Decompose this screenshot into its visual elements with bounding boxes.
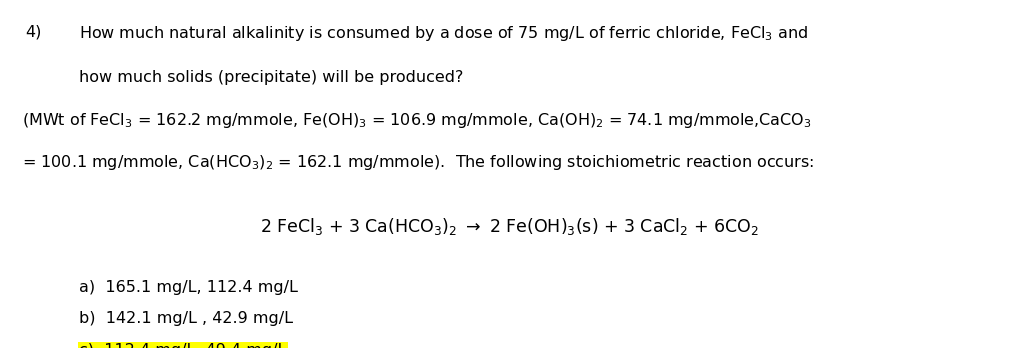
Text: How much natural alkalinity is consumed by a dose of 75 mg/L of ferric chloride,: How much natural alkalinity is consumed … bbox=[79, 24, 809, 44]
Text: = 100.1 mg/mmole, Ca(HCO$_3$)$_2$ = 162.1 mg/mmole).  The following stoichiometr: = 100.1 mg/mmole, Ca(HCO$_3$)$_2$ = 162.… bbox=[22, 153, 814, 172]
Text: b)  142.1 mg/L , 42.9 mg/L: b) 142.1 mg/L , 42.9 mg/L bbox=[79, 311, 293, 326]
Text: c)  112.4 mg/L, 49.4 mg/L: c) 112.4 mg/L, 49.4 mg/L bbox=[79, 343, 287, 348]
Text: 4): 4) bbox=[25, 24, 42, 39]
Text: (MWt of FeCl$_3$ = 162.2 mg/mmole, Fe(OH)$_3$ = 106.9 mg/mmole, Ca(OH)$_2$ = 74.: (MWt of FeCl$_3$ = 162.2 mg/mmole, Fe(OH… bbox=[22, 111, 812, 130]
Text: a)  165.1 mg/L, 112.4 mg/L: a) 165.1 mg/L, 112.4 mg/L bbox=[79, 280, 299, 295]
Text: how much solids (precipitate) will be produced?: how much solids (precipitate) will be pr… bbox=[79, 70, 464, 85]
Text: 2 FeCl$_3$ + 3 Ca(HCO$_3$)$_2$ $\rightarrow$ 2 Fe(OH)$_3$(s) + 3 CaCl$_2$ + 6CO$: 2 FeCl$_3$ + 3 Ca(HCO$_3$)$_2$ $\rightar… bbox=[260, 216, 759, 237]
